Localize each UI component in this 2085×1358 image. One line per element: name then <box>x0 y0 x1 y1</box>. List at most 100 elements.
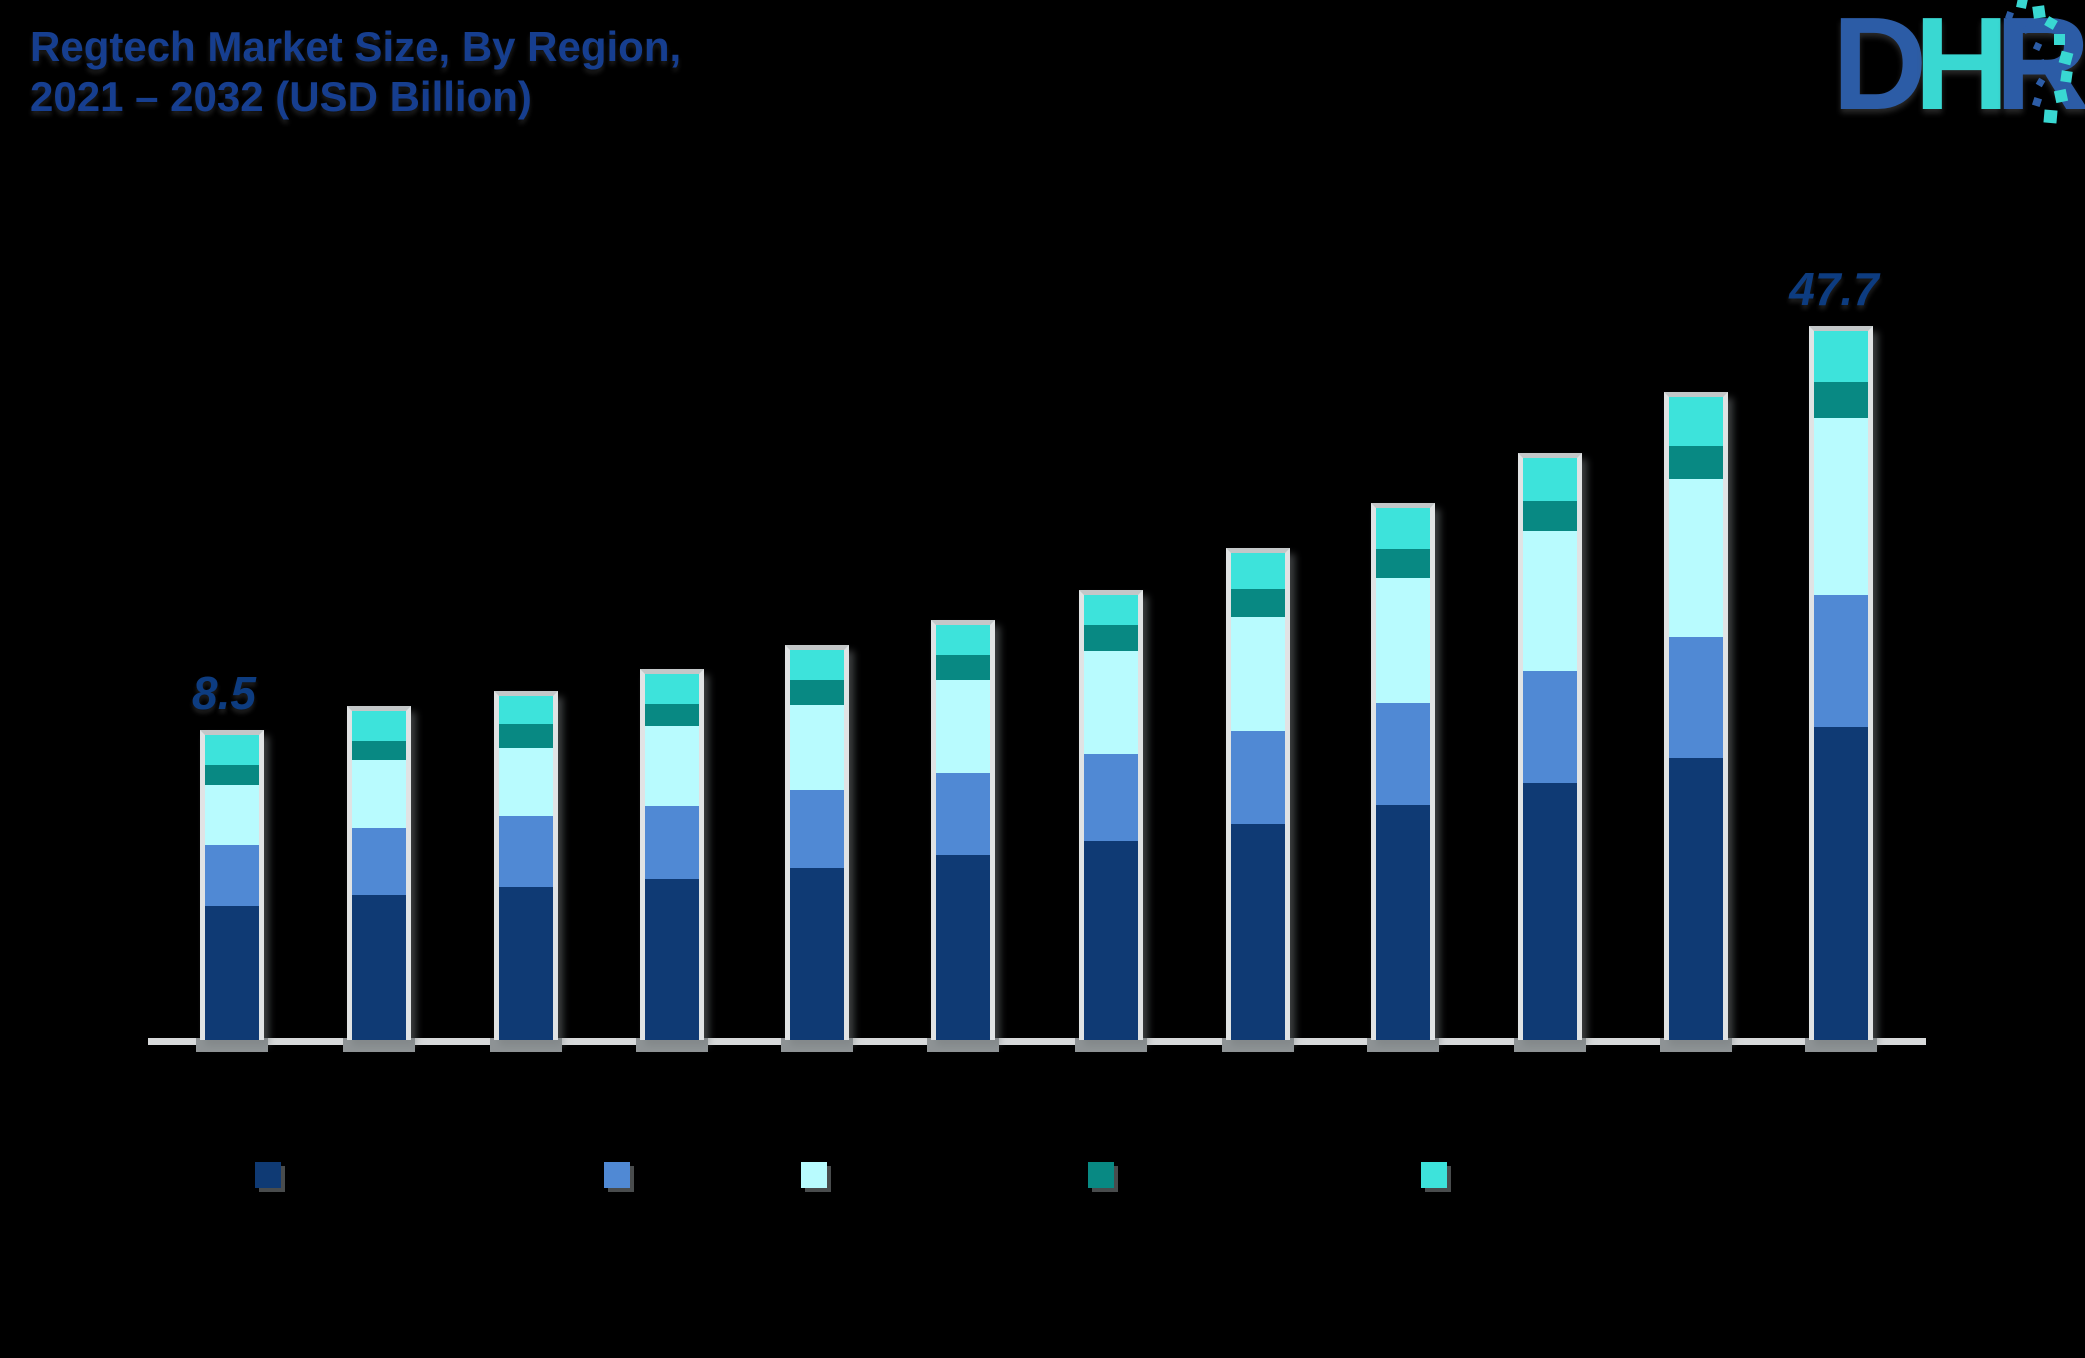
bar-segment-palecyan-2032 <box>1814 418 1868 595</box>
axis-shadow-under-bar-2026 <box>927 1038 999 1052</box>
stacked-bar-2032 <box>1809 326 1873 1040</box>
bar-segment-darkteal-2028 <box>1231 589 1285 617</box>
bar-segment-palecyan-2021 <box>205 785 259 845</box>
legend-swatch-palecyan <box>801 1162 827 1188</box>
bar-segment-darkteal-2030 <box>1523 501 1577 531</box>
bar-segment-navy-2031 <box>1669 758 1723 1040</box>
bar-segment-darkteal-2031 <box>1669 446 1723 479</box>
logo-burst-square-6 <box>2054 34 2065 45</box>
bar-segment-darkteal-2029 <box>1376 549 1430 578</box>
bar-segment-teal-2027 <box>1084 595 1138 625</box>
bar-segment-blue-2027 <box>1084 754 1138 841</box>
stacked-bar-2028 <box>1226 548 1290 1040</box>
x-axis-baseline <box>148 1038 1926 1045</box>
bar-segment-teal-2032 <box>1814 331 1868 382</box>
axis-shadow-under-bar-2031 <box>1660 1038 1732 1052</box>
stacked-bar-2026 <box>931 620 995 1040</box>
bar-segment-darkteal-2027 <box>1084 625 1138 651</box>
bar-segment-darkteal-2026 <box>936 655 990 680</box>
bar-segment-navy-2029 <box>1376 805 1430 1040</box>
bar-segment-blue-2032 <box>1814 595 1868 727</box>
axis-shadow-under-bar-2024 <box>636 1038 708 1052</box>
stacked-bar-2021 <box>200 730 264 1040</box>
bar-segment-darkteal-2021 <box>205 765 259 785</box>
axis-shadow-under-bar-2032 <box>1805 1038 1877 1052</box>
bar-segment-teal-2028 <box>1231 553 1285 589</box>
bar-segment-navy-2023 <box>499 887 553 1040</box>
bar-segment-teal-2030 <box>1523 458 1577 501</box>
bar-segment-blue-2028 <box>1231 731 1285 824</box>
stacked-bar-2031 <box>1664 392 1728 1040</box>
bar-segment-palecyan-2022 <box>352 760 406 828</box>
bar-segment-teal-2029 <box>1376 508 1430 549</box>
stacked-bar-2030 <box>1518 453 1582 1040</box>
bar-segment-darkteal-2025 <box>790 680 844 705</box>
logo-letter-h: H <box>1914 0 2010 137</box>
logo-burst-square-10 <box>2060 70 2073 83</box>
bar-segment-blue-2021 <box>205 845 259 906</box>
stacked-bar-2025 <box>785 645 849 1040</box>
bar-segment-palecyan-2025 <box>790 705 844 790</box>
data-label-2021: 8.5 <box>192 667 256 719</box>
legend-swatch-teal <box>1421 1162 1447 1188</box>
axis-shadow-under-bar-2029 <box>1367 1038 1439 1052</box>
chart-title: Regtech Market Size, By Region, 2021 – 2… <box>30 22 681 122</box>
bar-segment-palecyan-2028 <box>1231 617 1285 731</box>
bar-segment-navy-2026 <box>936 855 990 1040</box>
axis-shadow-under-bar-2028 <box>1222 1038 1294 1052</box>
bar-segment-teal-2023 <box>499 696 553 724</box>
bar-segment-blue-2022 <box>352 828 406 895</box>
bar-segment-navy-2024 <box>645 879 699 1040</box>
logo-letter-d: D <box>1832 0 1928 137</box>
stacked-bar-2024 <box>640 669 704 1040</box>
bar-segment-navy-2021 <box>205 906 259 1040</box>
bar-segment-blue-2030 <box>1523 671 1577 783</box>
bar-segment-palecyan-2024 <box>645 726 699 806</box>
bar-segment-blue-2031 <box>1669 637 1723 758</box>
bar-segment-darkteal-2032 <box>1814 382 1868 418</box>
bar-segment-navy-2022 <box>352 895 406 1040</box>
bar-segment-darkteal-2024 <box>645 704 699 726</box>
axis-shadow-under-bar-2022 <box>343 1038 415 1052</box>
stacked-bar-2022 <box>347 706 411 1040</box>
axis-shadow-under-bar-2021 <box>196 1038 268 1052</box>
axis-shadow-under-bar-2023 <box>490 1038 562 1052</box>
bar-segment-blue-2023 <box>499 816 553 887</box>
bar-segment-navy-2025 <box>790 868 844 1040</box>
bar-segment-blue-2024 <box>645 806 699 879</box>
bar-segment-teal-2021 <box>205 735 259 765</box>
bar-segment-blue-2029 <box>1376 703 1430 805</box>
bar-segment-navy-2028 <box>1231 824 1285 1040</box>
data-label-2032: 47.7 <box>1789 263 1879 315</box>
logo-burst-square-2 <box>2032 5 2046 19</box>
bar-segment-navy-2032 <box>1814 727 1868 1040</box>
bar-segment-teal-2026 <box>936 625 990 655</box>
bar-segment-palecyan-2026 <box>936 680 990 773</box>
bar-segment-teal-2024 <box>645 674 699 704</box>
stacked-bar-2023 <box>494 691 558 1040</box>
bar-segment-blue-2026 <box>936 773 990 855</box>
stacked-bar-2027 <box>1079 590 1143 1040</box>
bar-segment-teal-2031 <box>1669 397 1723 446</box>
legend-swatch-blue <box>604 1162 630 1188</box>
bar-segment-teal-2022 <box>352 711 406 741</box>
bar-segment-teal-2025 <box>790 650 844 680</box>
bar-segment-blue-2025 <box>790 790 844 868</box>
legend-swatch-darkteal <box>1088 1162 1114 1188</box>
dhr-logo: D H R <box>1832 0 2085 140</box>
axis-shadow-under-bar-2027 <box>1075 1038 1147 1052</box>
bar-segment-palecyan-2029 <box>1376 578 1430 703</box>
chart-title-line-2: 2021 – 2032 (USD Billion) <box>30 73 532 120</box>
chart-title-line-1: Regtech Market Size, By Region, <box>30 23 682 70</box>
legend-swatch-navy <box>255 1162 281 1188</box>
logo-burst-square-12 <box>2053 88 2069 104</box>
bar-segment-palecyan-2027 <box>1084 651 1138 754</box>
stacked-bar-2029 <box>1371 503 1435 1040</box>
bar-segment-navy-2027 <box>1084 841 1138 1040</box>
bar-segment-palecyan-2031 <box>1669 479 1723 637</box>
logo-burst-square-14 <box>2043 109 2058 124</box>
bar-segment-navy-2030 <box>1523 783 1577 1040</box>
axis-shadow-under-bar-2030 <box>1514 1038 1586 1052</box>
